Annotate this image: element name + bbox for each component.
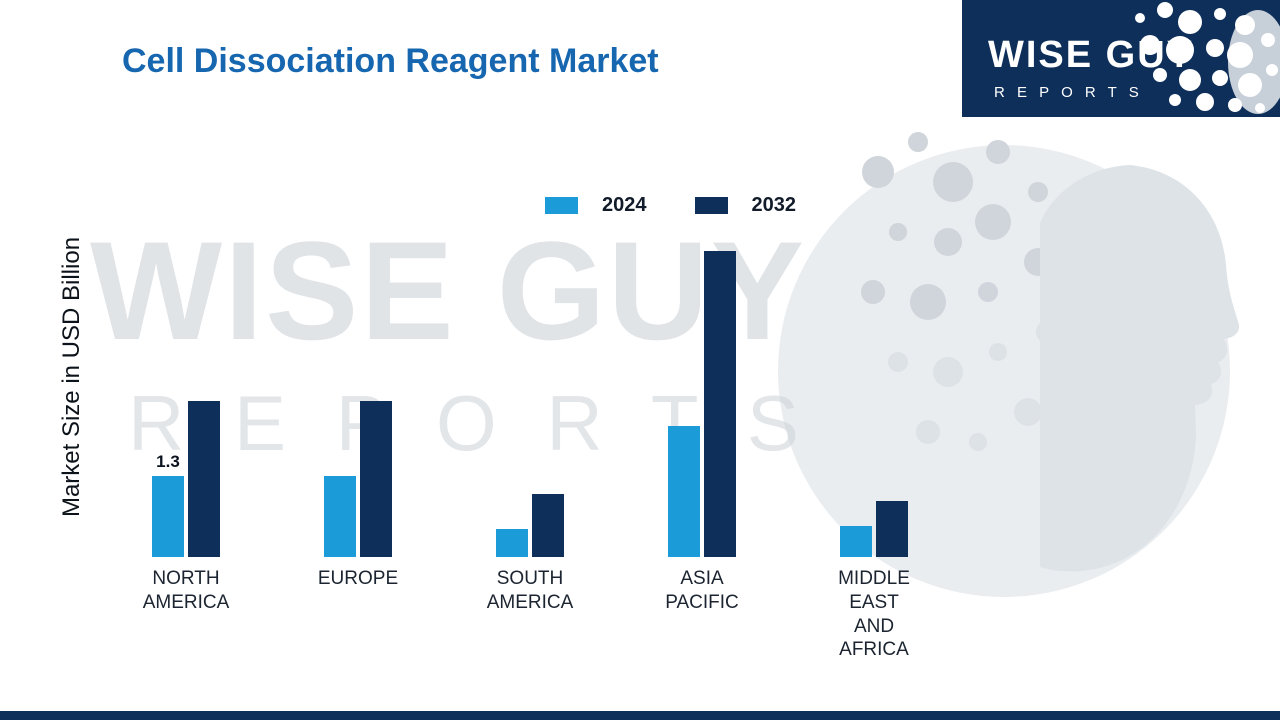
bar-group: 1.3 NORTH AMERICA (100, 250, 272, 613)
legend-swatch-2024 (545, 197, 578, 214)
page-title: Cell Dissociation Reagent Market (122, 42, 659, 80)
logo-subtitle: R E P O R T S (994, 84, 1143, 101)
bar-pair: 1.3 (152, 401, 220, 557)
category-label: NORTH AMERICA (142, 568, 230, 613)
watermark-wiseguy: WISE GUY (90, 212, 807, 369)
category-label: ASIA PACIFIC (665, 568, 739, 613)
legend-item-2024: 2024 (545, 194, 647, 217)
face-profile-watermark (1040, 165, 1240, 572)
bar-pair (496, 494, 564, 557)
bar-group: MIDDLE EAST AND AFRICA (788, 250, 960, 660)
bar-2032 (876, 501, 908, 557)
bar-2032 (188, 401, 220, 557)
wiseguy-logo: WISE GUY R E P O R T S (962, 0, 1280, 117)
legend-swatch-2032 (694, 197, 728, 214)
plot-area: 1.3 NORTH AMERICA EUROPE SOUTH AMERICA ASIA … (100, 250, 960, 660)
legend-label-2024: 2024 (602, 194, 647, 216)
bottom-accent-bar (0, 711, 1280, 720)
legend-item-2032: 2032 (694, 194, 797, 217)
bar-pair (668, 251, 736, 557)
category-label: SOUTH AMERICA (486, 568, 574, 613)
logo-wordmark: WISE GUY (988, 34, 1195, 76)
category-label: EUROPE (317, 568, 399, 589)
bar-2024 (324, 476, 356, 557)
y-axis-label: Market Size in USD Billion (58, 236, 85, 518)
bar-2024 (668, 426, 700, 557)
bar-2032 (532, 494, 564, 557)
bar-group: EUROPE (272, 250, 444, 589)
bar-pair (324, 401, 392, 557)
chart-legend: 2024 2032 (545, 194, 796, 217)
bar-2024: 1.3 (152, 452, 184, 557)
bar-2024 (840, 526, 872, 557)
legend-label-2032: 2032 (751, 194, 797, 216)
bar-group: SOUTH AMERICA (444, 250, 616, 613)
bar-pair (840, 501, 908, 557)
category-label: MIDDLE EAST AND AFRICA (838, 568, 910, 661)
bar-2032 (360, 401, 392, 557)
bar-2024 (496, 529, 528, 557)
bar-value-label: 1.3 (156, 452, 180, 471)
bar-group: ASIA PACIFIC (616, 250, 788, 613)
bar-2032 (704, 251, 736, 557)
logo-face-dots-icon (1135, 2, 1280, 114)
